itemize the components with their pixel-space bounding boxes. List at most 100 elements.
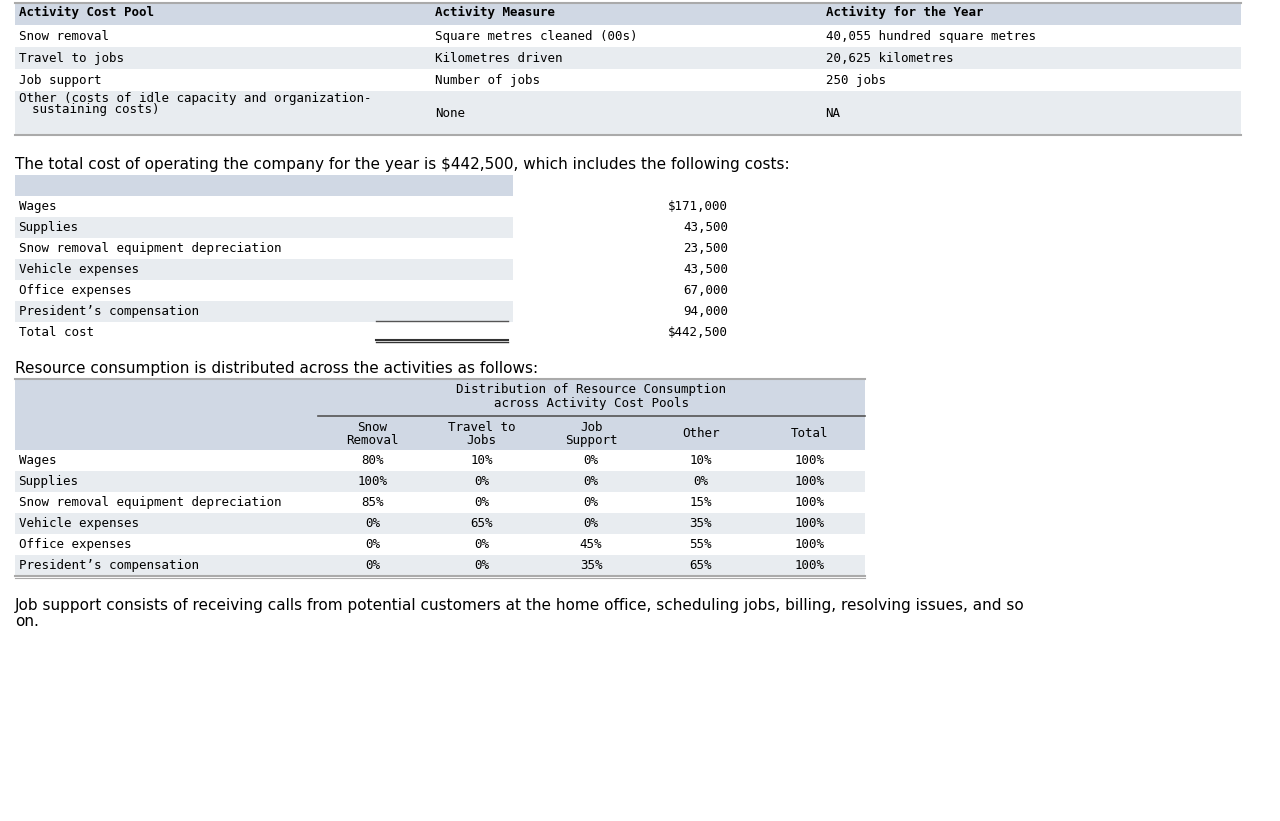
Bar [14, 301, 513, 322]
Text: Supplies: Supplies [19, 221, 78, 234]
Bar [14, 238, 513, 259]
Text: across Activity Cost Pools: across Activity Cost Pools [494, 397, 689, 410]
Text: 250 jobs: 250 jobs [826, 74, 886, 86]
Bar [14, 534, 865, 555]
Bar [14, 513, 865, 534]
Text: 100%: 100% [795, 475, 826, 488]
Text: 0%: 0% [365, 559, 380, 572]
Text: Activity Measure: Activity Measure [435, 6, 554, 19]
Text: 80%: 80% [361, 454, 384, 467]
Text: $171,000: $171,000 [668, 200, 728, 213]
Text: Wages: Wages [19, 200, 56, 213]
Text: 65%: 65% [690, 559, 712, 572]
Text: 94,000: 94,000 [684, 305, 728, 318]
Text: 0%: 0% [584, 496, 599, 509]
Text: 85%: 85% [361, 496, 384, 509]
Text: Office expenses: Office expenses [19, 538, 131, 551]
Bar [14, 379, 865, 417]
Text: Activity Cost Pool: Activity Cost Pool [19, 6, 154, 19]
Text: 67,000: 67,000 [684, 284, 728, 297]
Text: 0%: 0% [584, 454, 599, 467]
Bar [14, 555, 865, 576]
Text: Vehicle expenses: Vehicle expenses [19, 517, 138, 530]
Text: 0%: 0% [474, 538, 489, 551]
Text: Wages: Wages [19, 454, 56, 467]
Bar [14, 492, 865, 513]
Text: 0%: 0% [474, 496, 489, 509]
Text: 0%: 0% [474, 475, 489, 488]
Bar [14, 175, 513, 196]
Text: Support: Support [564, 433, 617, 447]
Text: 0%: 0% [474, 559, 489, 572]
Text: 100%: 100% [795, 496, 826, 509]
Bar [14, 450, 865, 471]
Text: 0%: 0% [584, 475, 599, 488]
Bar [14, 322, 513, 343]
Text: Supplies: Supplies [19, 475, 78, 488]
Text: 10%: 10% [690, 454, 712, 467]
Text: 43,500: 43,500 [684, 221, 728, 234]
Text: Snow removal equipment depreciation: Snow removal equipment depreciation [19, 242, 282, 255]
Text: NA: NA [826, 107, 841, 120]
Text: 0%: 0% [365, 517, 380, 530]
Text: 0%: 0% [692, 475, 708, 488]
Text: 65%: 65% [471, 517, 493, 530]
Text: 45%: 45% [580, 538, 603, 551]
Text: 43,500: 43,500 [684, 263, 728, 276]
Text: Distribution of Resource Consumption: Distribution of Resource Consumption [456, 383, 726, 396]
Bar [14, 280, 513, 301]
Text: Travel to: Travel to [448, 420, 516, 433]
Text: Snow removal equipment depreciation: Snow removal equipment depreciation [19, 496, 282, 509]
Text: Travel to jobs: Travel to jobs [19, 52, 124, 65]
Bar [14, 3, 1240, 25]
Text: Removal: Removal [346, 433, 398, 447]
Text: Jobs: Jobs [467, 433, 497, 447]
Text: Vehicle expenses: Vehicle expenses [19, 263, 138, 276]
Text: Activity for the Year: Activity for the Year [826, 6, 983, 19]
Text: 100%: 100% [795, 454, 826, 467]
Text: 55%: 55% [690, 538, 712, 551]
Text: $442,500: $442,500 [668, 326, 728, 339]
Text: 0%: 0% [365, 538, 380, 551]
Text: 100%: 100% [357, 475, 388, 488]
Text: 100%: 100% [795, 538, 826, 551]
Bar [14, 259, 513, 280]
Text: Snow removal: Snow removal [19, 30, 109, 43]
Text: President’s compensation: President’s compensation [19, 305, 198, 318]
Text: Other (costs of idle capacity and organization-: Other (costs of idle capacity and organi… [19, 91, 371, 104]
Text: 15%: 15% [690, 496, 712, 509]
Text: Number of jobs: Number of jobs [435, 74, 540, 86]
Text: None: None [435, 107, 465, 120]
Text: 0%: 0% [584, 517, 599, 530]
Text: Kilometres driven: Kilometres driven [435, 52, 562, 65]
Bar [14, 25, 1240, 47]
Text: on.: on. [14, 614, 38, 629]
Text: 100%: 100% [795, 517, 826, 530]
Text: 23,500: 23,500 [684, 242, 728, 255]
Text: sustaining costs): sustaining costs) [32, 103, 160, 116]
Text: The total cost of operating the company for the year is $442,500, which includes: The total cost of operating the company … [14, 157, 790, 172]
Text: Square metres cleaned (00s): Square metres cleaned (00s) [435, 30, 637, 43]
Bar [14, 91, 1240, 135]
Text: 35%: 35% [690, 517, 712, 530]
Text: Job: Job [580, 420, 603, 433]
Text: Resource consumption is distributed across the activities as follows:: Resource consumption is distributed acro… [14, 361, 538, 376]
Bar [14, 217, 513, 238]
Text: Office expenses: Office expenses [19, 284, 131, 297]
Bar [14, 47, 1240, 69]
Text: 35%: 35% [580, 559, 603, 572]
Text: Other: Other [682, 427, 719, 440]
Text: Total cost: Total cost [19, 326, 93, 339]
Text: 20,625 kilometres: 20,625 kilometres [826, 52, 954, 65]
Text: Total: Total [791, 427, 828, 440]
Bar [14, 69, 1240, 91]
Bar [14, 196, 513, 217]
Text: 10%: 10% [471, 454, 493, 467]
Text: President’s compensation: President’s compensation [19, 559, 198, 572]
Text: Job support: Job support [19, 74, 101, 86]
Text: Snow: Snow [357, 420, 388, 433]
Text: 40,055 hundred square metres: 40,055 hundred square metres [826, 30, 1036, 43]
Text: Job support consists of receiving calls from potential customers at the home off: Job support consists of receiving calls … [14, 598, 1024, 613]
Bar [14, 417, 865, 450]
Text: 100%: 100% [795, 559, 826, 572]
